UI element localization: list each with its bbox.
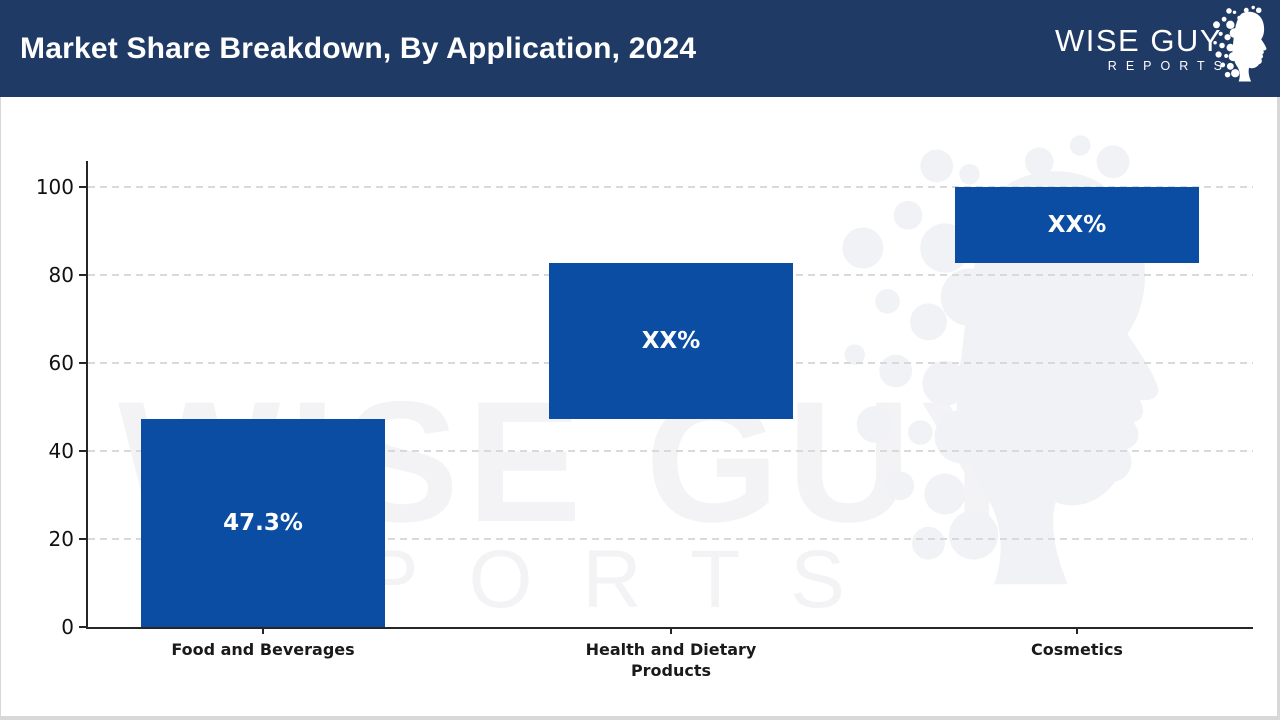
bar-2: XX% — [549, 263, 793, 419]
gridline-y-20 — [88, 538, 1253, 540]
gridline-y-40 — [88, 450, 1253, 452]
logo-wordmark: WISE GUY — [1054, 23, 1222, 59]
right-border — [1277, 97, 1280, 720]
y-tick-mark-20 — [79, 538, 86, 540]
x-axis-line — [86, 627, 1253, 629]
header-bar: Market Share Breakdown, By Application, … — [0, 0, 1280, 97]
x-tick-mark-2 — [670, 629, 672, 634]
plot-area: 47.3% XX% XX% — [88, 163, 1253, 627]
left-border — [0, 97, 1, 720]
y-axis-line — [86, 161, 88, 629]
y-tick-label-60: 60 — [48, 351, 74, 375]
logo-sub-wordmark: REPORTS — [1107, 59, 1231, 74]
logo-face-icon — [1213, 5, 1267, 82]
y-tick-label-40: 40 — [48, 439, 74, 463]
wise-guy-logo: WISE GUY REPORTS — [1055, 4, 1270, 94]
y-tick-mark-0 — [79, 626, 86, 628]
x-category-label-2: Health and Dietary Products — [585, 640, 757, 680]
x-category-label-1: Food and Beverages — [171, 640, 355, 659]
bottom-border — [0, 716, 1280, 720]
page-title: Market Share Breakdown, By Application, … — [20, 31, 697, 65]
x-tick-mark-3 — [1076, 629, 1078, 634]
y-tick-label-20: 20 — [48, 527, 74, 551]
y-tick-label-0: 0 — [61, 615, 74, 639]
bar-value-label-3: XX% — [1047, 212, 1107, 239]
y-tick-mark-100 — [79, 186, 86, 188]
chart-region: WISE GUY REPORTS 47.3% XX% XX% 0 20 40 60 80 10… — [0, 97, 1280, 720]
x-category-label-3: Cosmetics — [1031, 640, 1123, 659]
y-tick-label-100: 100 — [35, 175, 74, 199]
y-tick-label-80: 80 — [48, 263, 74, 287]
bar-3: XX% — [955, 187, 1199, 264]
y-tick-mark-40 — [79, 450, 86, 452]
gridline-y-100 — [88, 186, 1253, 188]
bar-value-label-2: XX% — [641, 328, 701, 355]
bar-value-label-1: 47.3% — [223, 509, 303, 536]
x-tick-mark-1 — [262, 629, 264, 634]
bar-1: 47.3% — [141, 418, 385, 627]
y-tick-mark-60 — [79, 362, 86, 364]
y-tick-mark-80 — [79, 274, 86, 276]
